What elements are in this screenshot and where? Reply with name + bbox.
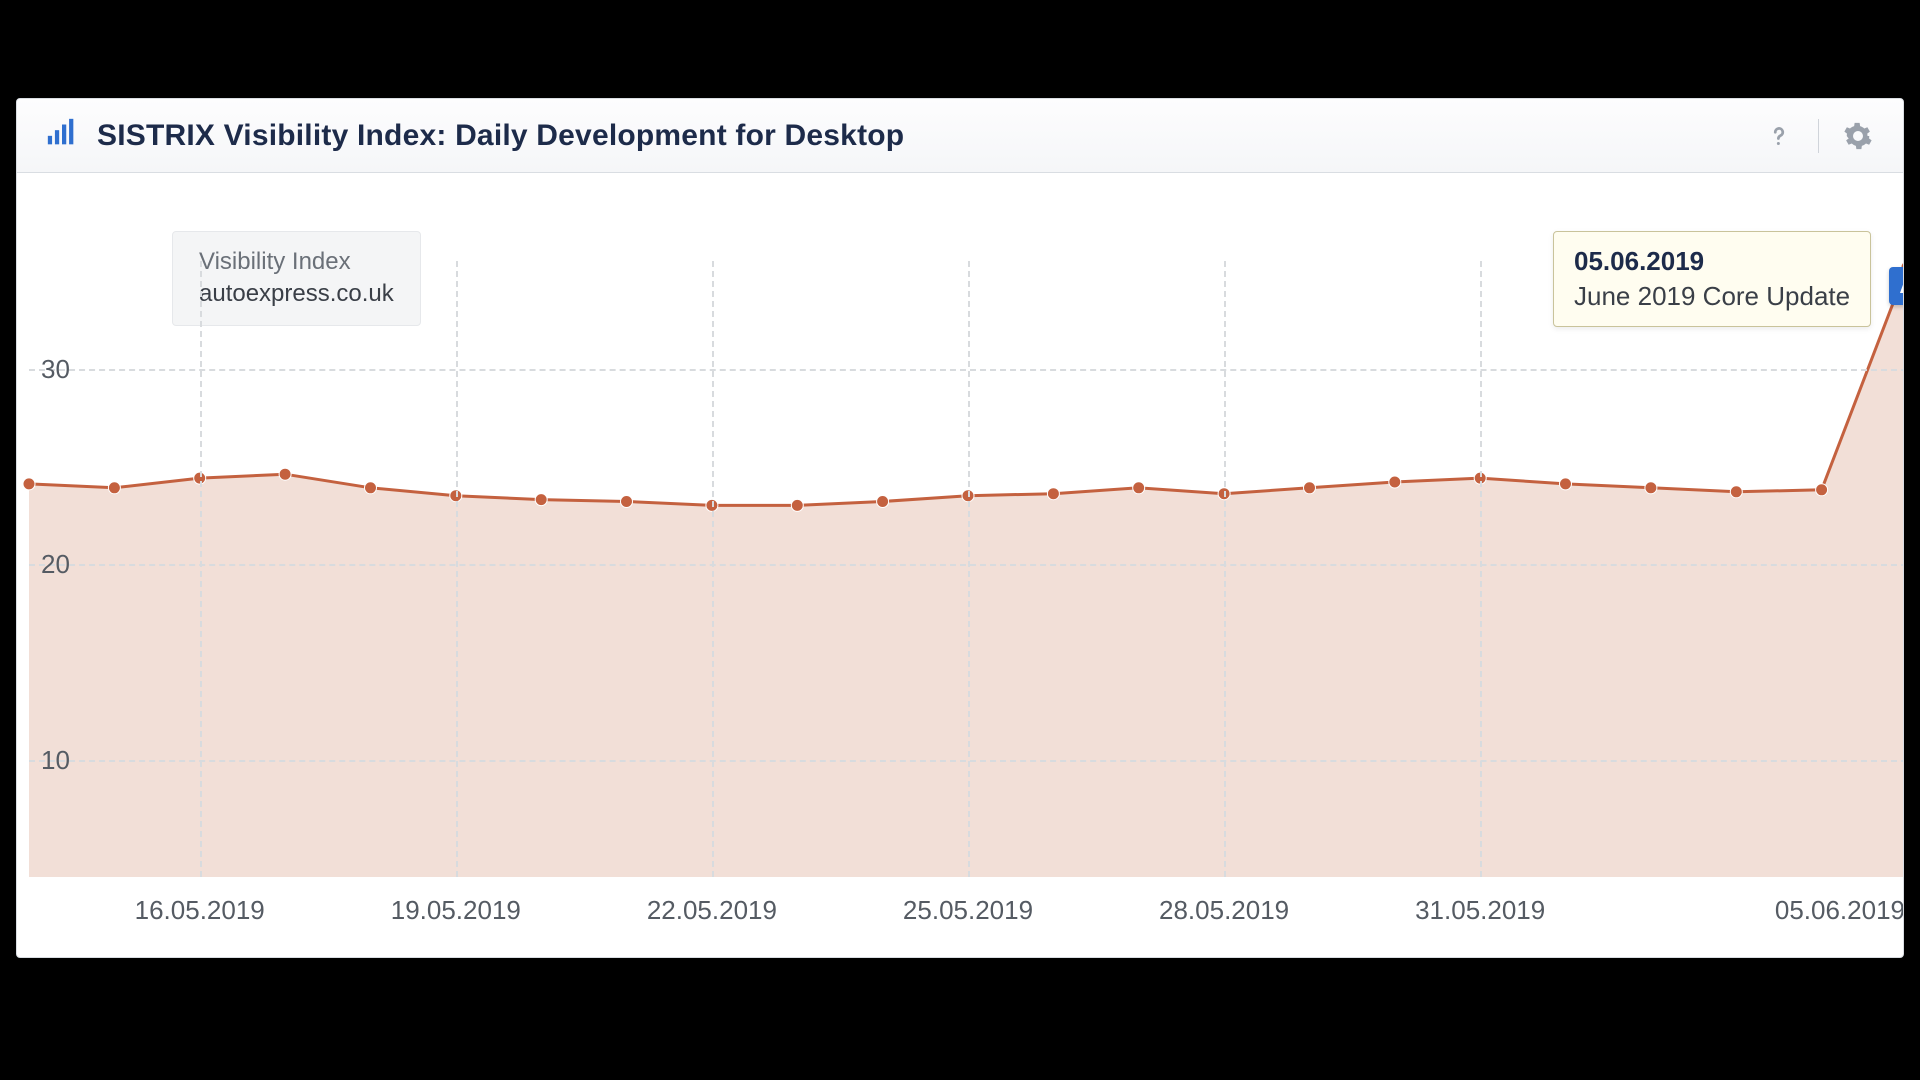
legend-line2: autoexpress.co.uk [199, 278, 394, 310]
series-point[interactable] [1645, 482, 1657, 494]
panel-header: SISTRIX Visibility Index: Daily Developm… [17, 99, 1903, 173]
gridline-v [968, 261, 970, 877]
gridline-h [29, 369, 1904, 371]
bar-chart-icon [45, 116, 79, 155]
event-marker-label: A [1899, 272, 1904, 300]
xtick-label: 22.05.2019 [632, 895, 792, 926]
xtick-label: 19.05.2019 [376, 895, 536, 926]
gridline-h [29, 564, 1904, 566]
series-point[interactable] [877, 496, 889, 508]
series-point[interactable] [791, 499, 803, 511]
ytick-label: 20 [41, 549, 70, 580]
legend-line1: Visibility Index [199, 246, 394, 278]
gridline-v [200, 261, 202, 877]
gridline-v [456, 261, 458, 877]
ytick-label: 30 [41, 354, 70, 385]
series-point[interactable] [279, 468, 291, 480]
series-point[interactable] [1304, 482, 1316, 494]
series-point[interactable] [1730, 486, 1742, 498]
series-area [29, 267, 1904, 877]
gear-icon[interactable] [1841, 119, 1875, 153]
series-point[interactable] [535, 494, 547, 506]
xtick-label: 31.05.2019 [1400, 895, 1560, 926]
gridline-v [1224, 261, 1226, 877]
letterbox-top [0, 0, 1920, 96]
xtick-label: 16.05.2019 [120, 895, 280, 926]
series-point[interactable] [1560, 478, 1572, 490]
event-marker-flag[interactable]: A [1889, 267, 1904, 305]
series-point[interactable] [365, 482, 377, 494]
series-point[interactable] [1047, 488, 1059, 500]
legend-box: Visibility Index autoexpress.co.uk [172, 231, 421, 326]
letterbox-bottom [0, 984, 1920, 1080]
tooltip-line1: 05.06.2019 [1574, 244, 1850, 279]
series-point[interactable] [621, 496, 633, 508]
header-actions [1762, 119, 1875, 153]
series-point[interactable] [1816, 484, 1828, 496]
series-point[interactable] [1389, 476, 1401, 488]
tooltip-box: 05.06.2019 June 2019 Core Update [1553, 231, 1871, 327]
tooltip-line2: June 2019 Core Update [1574, 279, 1850, 314]
divider [1818, 119, 1819, 153]
series-point[interactable] [1133, 482, 1145, 494]
chart-panel: SISTRIX Visibility Index: Daily Developm… [16, 98, 1904, 958]
help-icon[interactable] [1762, 119, 1796, 153]
chart-area: Visibility Index autoexpress.co.uk 05.06… [17, 173, 1903, 958]
ytick-label: 10 [41, 745, 70, 776]
xtick-label: 28.05.2019 [1144, 895, 1304, 926]
gridline-v [712, 261, 714, 877]
series-point[interactable] [23, 478, 35, 490]
panel-title: SISTRIX Visibility Index: Daily Developm… [97, 119, 904, 153]
gridline-h [29, 760, 1904, 762]
xtick-label: 05.06.2019 [1775, 895, 1904, 926]
series-point[interactable] [108, 482, 120, 494]
xtick-label: 25.05.2019 [888, 895, 1048, 926]
gridline-v [1480, 261, 1482, 877]
